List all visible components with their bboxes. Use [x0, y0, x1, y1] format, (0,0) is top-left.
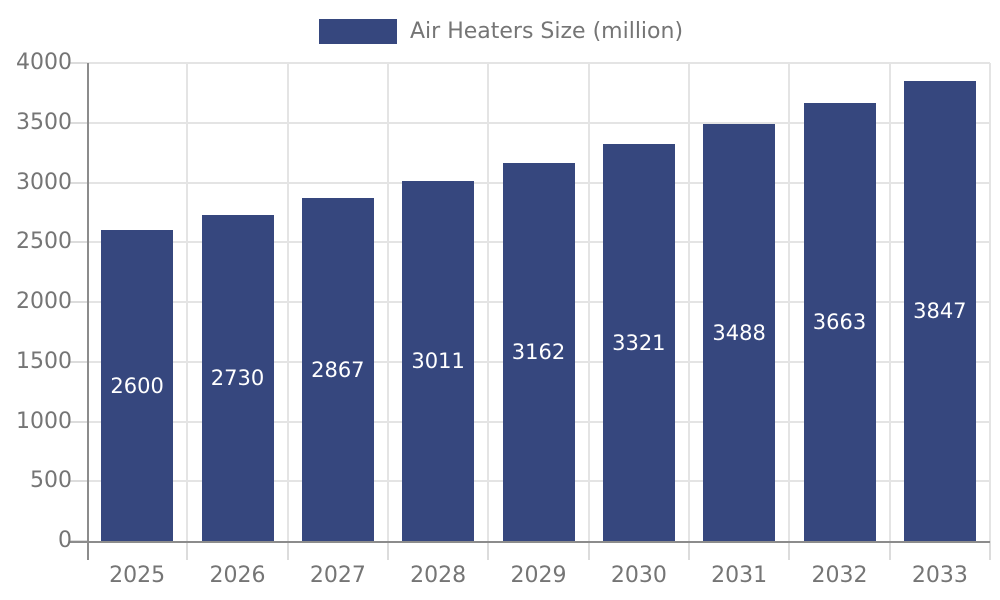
x-tick [186, 541, 189, 560]
v-gridline [989, 63, 991, 541]
v-gridline [688, 63, 690, 541]
x-tick-label: 2027 [309, 563, 366, 588]
bar-value-label: 2600 [110, 373, 164, 398]
y-tick [70, 62, 87, 64]
y-tick [70, 181, 87, 184]
h-gridline [87, 62, 990, 64]
bar-value-label: 2867 [311, 357, 365, 382]
y-axis-line [87, 63, 89, 560]
bar-value-label: 3663 [812, 310, 867, 335]
y-tick-label: 4000 [16, 50, 72, 75]
bar-value-label: 3321 [612, 330, 666, 355]
v-gridline [587, 63, 590, 541]
bar [402, 181, 475, 541]
y-tick [70, 360, 87, 363]
bar [101, 230, 174, 541]
x-axis-line [70, 541, 990, 543]
x-tick-label: 2028 [410, 563, 467, 588]
bar-value-label: 3011 [411, 349, 465, 374]
x-tick-label: 2025 [109, 563, 166, 588]
y-tick-label: 1500 [16, 348, 72, 374]
v-gridline [186, 63, 189, 541]
x-tick [688, 541, 690, 560]
y-tick [70, 480, 87, 483]
bar [301, 198, 374, 541]
v-gridline [888, 63, 891, 541]
y-tick-label: 0 [58, 528, 72, 553]
x-tick-label: 2026 [209, 563, 266, 588]
x-tick [888, 541, 891, 560]
x-tick [487, 541, 490, 560]
legend-swatch [319, 19, 397, 44]
x-tick [788, 541, 791, 560]
x-tick [587, 541, 590, 560]
y-tick-label: 500 [30, 468, 72, 494]
y-tick-label: 2000 [16, 289, 72, 314]
x-tick [387, 541, 389, 560]
bar-value-label: 3162 [511, 340, 566, 365]
x-tick-label: 2029 [510, 563, 567, 588]
v-gridline [387, 63, 389, 541]
x-tick-label: 2032 [811, 563, 868, 588]
plot-area: 2600 2730 2867 3011 3162 3321 3488 3663 3847 [70, 62, 991, 560]
v-gridline [487, 63, 490, 541]
h-gridline [87, 121, 990, 124]
y-tick [70, 121, 87, 124]
bar [502, 163, 575, 541]
bar-value-label: 3488 [712, 320, 766, 345]
bar [201, 214, 274, 541]
y-tick-label: 3000 [16, 169, 72, 195]
y-tick [70, 301, 87, 303]
y-tick-label: 2500 [16, 229, 72, 255]
v-gridline [286, 63, 289, 541]
x-tick-label: 2033 [911, 563, 968, 588]
x-tick [286, 541, 289, 560]
bar-value-label: 3847 [913, 299, 967, 324]
x-tick [989, 541, 991, 560]
v-gridline [788, 63, 791, 541]
x-tick-label: 2031 [711, 563, 768, 588]
x-tick-label: 2030 [610, 563, 667, 588]
y-tick [70, 241, 87, 244]
bar-value-label: 2730 [210, 365, 265, 390]
y-tick-label: 1000 [16, 408, 72, 434]
y-tick [70, 420, 87, 423]
bar [602, 144, 675, 541]
y-tick-label: 3500 [16, 109, 72, 135]
legend-label: Air Heaters Size (million) [410, 19, 684, 44]
bar [703, 124, 776, 541]
bar [903, 81, 976, 541]
bar [803, 103, 876, 541]
